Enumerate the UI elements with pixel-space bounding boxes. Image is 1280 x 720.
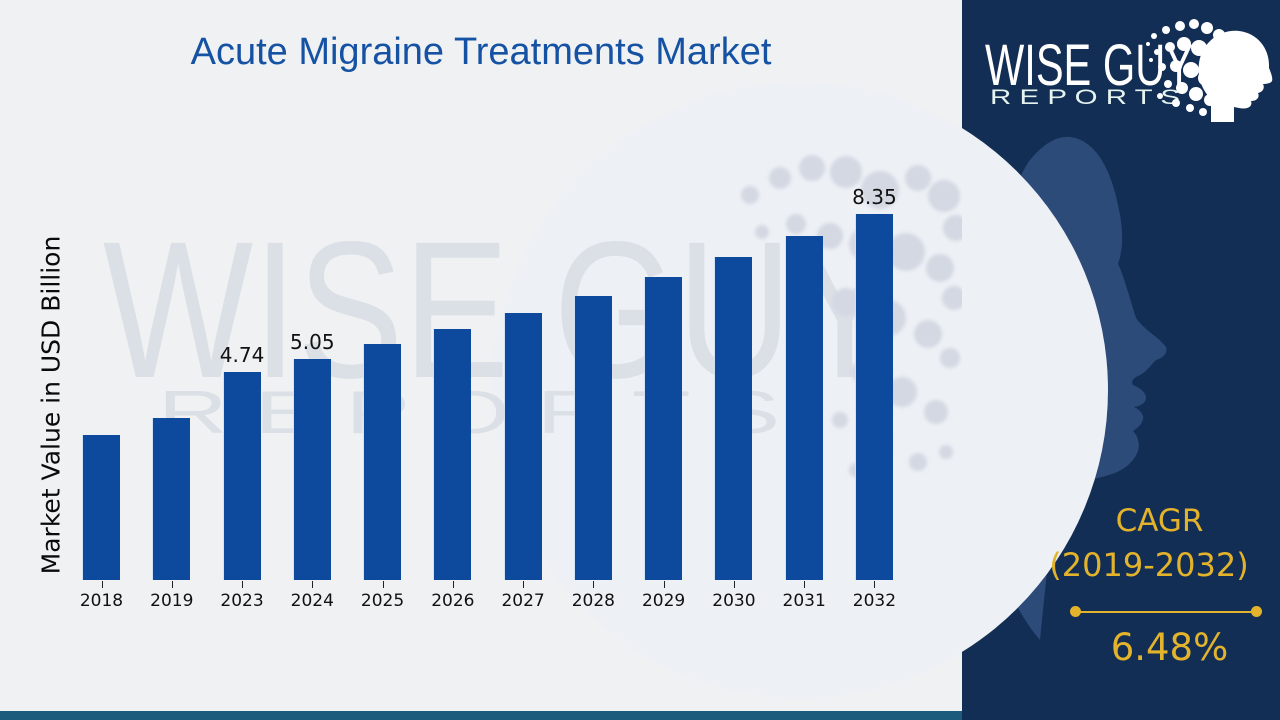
x-tick-label-2026: 2026 [431, 591, 475, 611]
axis-tick [382, 581, 384, 588]
cagr-value: 6.48% [1110, 626, 1229, 669]
axis-tick [171, 581, 173, 588]
x-tick-label-2025: 2025 [360, 591, 405, 611]
bar-slot-2025: 2025 [361, 344, 404, 611]
axis-tick [101, 581, 103, 588]
bar-slot-2023: 4.74 2023 [220, 343, 265, 611]
bar-2019 [153, 418, 191, 580]
bar-2031 [785, 236, 823, 580]
bar-2023 [223, 372, 261, 580]
axis-tick [523, 581, 525, 588]
page-title: Acute Migraine Treatments Market [190, 31, 772, 73]
bar-slot-2028: 2028 [572, 296, 615, 611]
bar-2025 [364, 344, 402, 580]
cagr-label: CAGR [1115, 503, 1204, 539]
cagr-range: (2019-2032) [1049, 546, 1249, 584]
bottom-accent-strip [0, 711, 962, 720]
bar-slot-2029: 2029 [642, 277, 685, 611]
axis-tick [452, 581, 454, 588]
bar-value-label-2023: 4.74 [219, 343, 265, 367]
x-tick-label-2030: 2030 [712, 591, 756, 611]
x-tick-label-2032: 2032 [852, 591, 897, 611]
bar-slot-2031: 2031 [783, 236, 826, 611]
bar-slot-2032: 8.35 2032 [852, 185, 897, 611]
x-tick-label-2031: 2031 [782, 591, 826, 611]
x-tick-label-2019: 2019 [150, 591, 194, 611]
axis-tick [242, 581, 244, 588]
bar-2024 [293, 359, 331, 580]
bar-slot-2019: 2019 [150, 418, 193, 611]
bar-slot-2030: 2030 [712, 257, 756, 611]
cagr-block: CAGR (2019-2032) 6.48% [962, 0, 1280, 720]
bar-2029 [645, 277, 683, 580]
y-axis-label: Market Value in USD Billion [36, 235, 66, 575]
bar-2032 [855, 214, 893, 580]
bar-2027 [504, 313, 542, 580]
bar-2026 [434, 329, 472, 580]
x-tick-label-2028: 2028 [571, 591, 615, 611]
bar-2018 [83, 435, 120, 580]
x-tick-label-2027: 2027 [501, 591, 545, 611]
bar-value-label-2024: 5.05 [290, 330, 335, 354]
bar-slot-2018: 2018 [80, 435, 123, 611]
axis-tick [593, 581, 595, 588]
bar-chart: 2018 2019 4.74 2023 5.05 2024 2025 2026 2027 2028… [80, 160, 897, 611]
x-tick-label-2018: 2018 [79, 591, 124, 611]
x-tick-label-2029: 2029 [641, 591, 686, 611]
axis-tick [663, 581, 665, 588]
axis-tick [804, 581, 806, 588]
x-tick-label-2024: 2024 [290, 591, 334, 611]
axis-tick [733, 581, 735, 588]
axis-tick [312, 581, 314, 588]
axis-tick [874, 581, 876, 588]
bar-slot-2024: 5.05 2024 [290, 330, 335, 611]
x-tick-label-2023: 2023 [220, 591, 264, 611]
bar-2028 [574, 296, 612, 580]
bar-slot-2027: 2027 [501, 313, 545, 611]
cagr-divider-line [1070, 606, 1262, 617]
bar-slot-2026: 2026 [431, 329, 474, 611]
bar-value-label-2032: 8.35 [852, 185, 897, 209]
bar-2030 [715, 257, 753, 580]
